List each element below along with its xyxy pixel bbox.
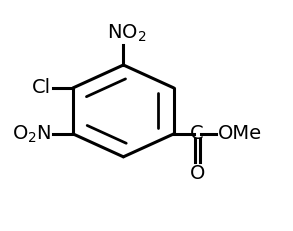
Text: Cl: Cl [32, 79, 51, 97]
Text: OMe: OMe [217, 124, 262, 143]
Text: NO$_2$: NO$_2$ [107, 23, 146, 44]
Text: O$_2$N: O$_2$N [12, 123, 51, 145]
Text: C: C [190, 124, 204, 143]
Text: O: O [190, 164, 205, 183]
